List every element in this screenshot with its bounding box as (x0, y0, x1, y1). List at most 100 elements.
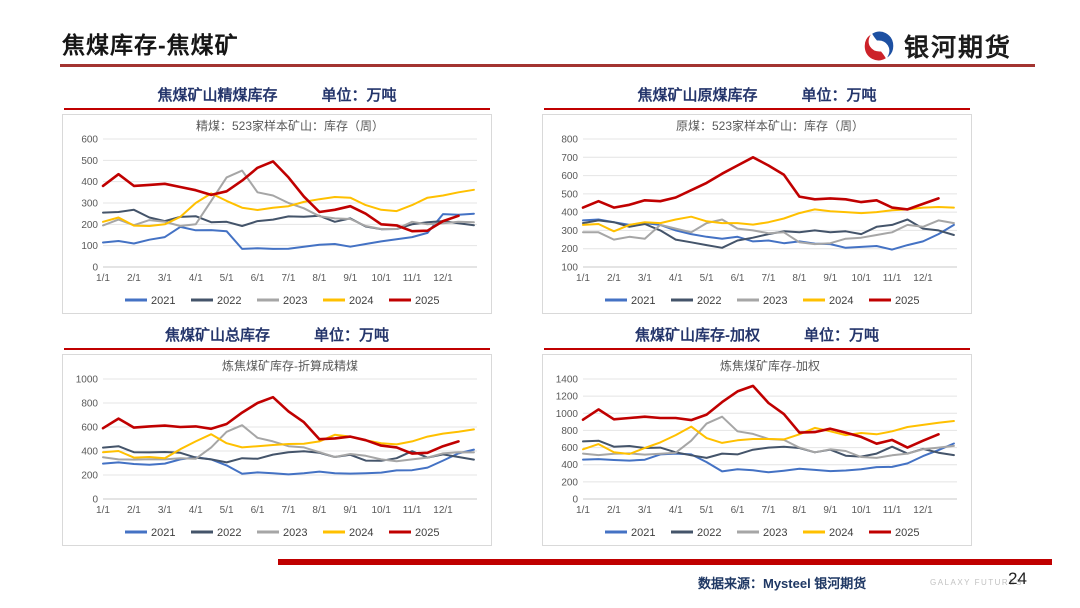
legend-label-2021: 2021 (631, 527, 655, 539)
series-line-2024 (582, 420, 955, 455)
chart-total-inventory: 炼焦煤矿库存-折算成精煤 0 200 400 600 800 1000 1/1 2/1 3/1 4/… (62, 354, 492, 546)
x-axis-tick-label: 7/1 (762, 505, 776, 516)
brand-logo-text: 银河期货 (904, 34, 1013, 62)
y-axis-tick-label: 0 (92, 495, 98, 506)
series-line-2023 (582, 218, 955, 246)
y-axis-tick-label: 1000 (556, 409, 579, 420)
legend-label-2024: 2024 (349, 527, 373, 539)
chart-inner-title: 原煤：523家样本矿山：库存（周） (676, 118, 864, 133)
legend-label-2025: 2025 (415, 295, 439, 307)
chart-weighted-inventory: 炼焦煤矿库存-加权 0 200 400 600 800 1000 1200 1400 1/1 2/1… (542, 354, 972, 546)
x-axis-tick-label: 2/1 (127, 273, 141, 284)
y-axis-tick-label: 500 (561, 189, 578, 200)
x-axis-tick-label: 2/1 (607, 273, 621, 284)
x-axis-tick-label: 2/1 (127, 505, 141, 516)
x-axis-tick-label: 2/1 (607, 505, 621, 516)
x-axis-tick-label: 1/1 (96, 273, 110, 284)
y-axis-tick-label: 0 (92, 263, 98, 274)
panel-title: 焦煤矿山原煤库存 单位：万吨 (544, 86, 970, 110)
series-line-2023 (102, 169, 475, 230)
legend-label-2024: 2024 (829, 295, 853, 307)
x-axis-tick-label: 7/1 (282, 505, 296, 516)
x-axis-tick-label: 4/1 (669, 505, 683, 516)
legend-label-2024: 2024 (829, 527, 853, 539)
chart-inner-title: 精煤：523家样本矿山：库存（周） (196, 118, 384, 133)
panel-unit-label: 单位：万吨 (314, 327, 390, 344)
panel-refined-coal-inventory: 焦煤矿山精煤库存 单位：万吨 精煤：523家样本矿山：库存（周） 0 100 200 3… (62, 86, 492, 314)
series-line-2021 (102, 212, 475, 250)
panel-title-text: 焦煤矿山总库存 (164, 327, 270, 344)
series-line-2025 (101, 160, 460, 233)
x-axis-tick-label: 8/1 (792, 273, 806, 284)
brand-logo: 银河期货 (862, 28, 1012, 64)
galaxy-swirl-icon (862, 29, 896, 63)
series-line-2025 (581, 384, 940, 449)
data-source-note: 数据来源：Mysteel 银河期货 (698, 576, 867, 591)
y-axis-tick-label: 100 (561, 263, 578, 274)
x-axis-tick-label: 3/1 (638, 505, 652, 516)
title-underline (60, 64, 1035, 67)
legend-label-2025: 2025 (895, 527, 919, 539)
y-axis-tick-label: 100 (81, 241, 98, 252)
x-axis-tick-label: 9/1 (823, 505, 837, 516)
x-axis-tick-label: 10/1 (851, 273, 871, 284)
x-axis-tick-label: 11/1 (883, 505, 902, 516)
x-axis-tick-label: 10/1 (371, 505, 391, 516)
chart-canvas-total-inventory: 炼焦煤矿库存-折算成精煤 0 200 400 600 800 1000 1/1 2/1 3/1 4/… (76, 358, 477, 539)
panel-title-text: 焦煤矿山精煤库存 (157, 87, 278, 104)
x-axis-tick-label: 5/1 (220, 505, 234, 516)
y-axis-tick-label: 400 (81, 177, 98, 188)
legend-label-2022: 2022 (217, 527, 241, 539)
x-axis-tick-label: 9/1 (823, 273, 837, 284)
panel-raw-coal-inventory: 焦煤矿山原煤库存 单位：万吨 原煤：523家样本矿山：库存（周） 100 200 30… (542, 86, 972, 314)
chart-canvas-weighted-inventory: 炼焦煤矿库存-加权 0 200 400 600 800 1000 1200 1400 1/1 2/1… (556, 358, 957, 539)
footer-accent-bar (278, 559, 1052, 565)
series-line-2022 (102, 445, 475, 464)
series-line-2023 (582, 415, 955, 459)
panel-title: 焦煤矿山总库存 单位：万吨 (64, 326, 490, 350)
x-axis-tick-label: 3/1 (158, 505, 172, 516)
legend-label-2023: 2023 (763, 295, 787, 307)
panel-title-text: 焦煤矿山库存-加权 (634, 327, 760, 344)
y-axis-tick-label: 600 (81, 135, 98, 146)
y-axis-tick-label: 800 (561, 135, 578, 146)
chart-inner-title: 炼焦煤矿库存-加权 (720, 358, 820, 373)
x-axis-tick-label: 12/1 (913, 273, 933, 284)
y-axis-tick-label: 600 (81, 423, 98, 434)
x-axis-tick-label: 12/1 (433, 273, 453, 284)
page-title: 焦煤库存-焦煤矿 (62, 32, 239, 58)
x-axis-tick-label: 7/1 (762, 273, 776, 284)
x-axis-tick-label: 10/1 (851, 505, 871, 516)
panel-unit-label: 单位：万吨 (801, 87, 877, 104)
y-axis-tick-label: 600 (561, 443, 578, 454)
legend-label-2023: 2023 (283, 527, 307, 539)
y-axis-tick-label: 400 (561, 460, 578, 471)
y-axis-tick-label: 1200 (556, 392, 579, 403)
panel-total-inventory: 焦煤矿山总库存 单位：万吨 炼焦煤矿库存-折算成精煤 0 200 400 600 800 1… (62, 326, 492, 546)
x-axis-tick-label: 7/1 (282, 273, 296, 284)
legend-label-2021: 2021 (151, 527, 175, 539)
legend-label-2024: 2024 (349, 295, 373, 307)
panel-title: 焦煤矿山精煤库存 单位：万吨 (64, 86, 490, 110)
x-axis-tick-label: 4/1 (189, 273, 203, 284)
panel-weighted-inventory: 焦煤矿山库存-加权 单位：万吨 炼焦煤矿库存-加权 0 200 400 600 800 10… (542, 326, 972, 546)
x-axis-tick-label: 8/1 (312, 505, 326, 516)
y-axis-tick-label: 0 (572, 495, 578, 506)
legend-label-2023: 2023 (763, 527, 787, 539)
series-line-2024 (102, 428, 475, 460)
x-axis-tick-label: 6/1 (731, 273, 745, 284)
y-axis-tick-label: 300 (81, 199, 98, 210)
x-axis-tick-label: 6/1 (731, 505, 745, 516)
y-axis-tick-label: 200 (561, 477, 578, 488)
chart-refined-coal: 精煤：523家样本矿山：库存（周） 0 100 200 300 400 500 600 1/1 2… (62, 114, 492, 314)
x-axis-tick-label: 9/1 (343, 505, 357, 516)
x-axis-tick-label: 5/1 (700, 273, 714, 284)
series-line-2025 (101, 395, 460, 455)
x-axis-tick-label: 9/1 (343, 273, 357, 284)
y-axis-tick-label: 800 (81, 399, 98, 410)
panel-title-text: 焦煤矿山原煤库存 (637, 87, 758, 104)
x-axis-tick-label: 8/1 (792, 505, 806, 516)
panel-unit-label: 单位：万吨 (803, 327, 879, 344)
x-axis-tick-label: 1/1 (576, 273, 590, 284)
chart-inner-title: 炼焦煤矿库存-折算成精煤 (222, 358, 358, 373)
